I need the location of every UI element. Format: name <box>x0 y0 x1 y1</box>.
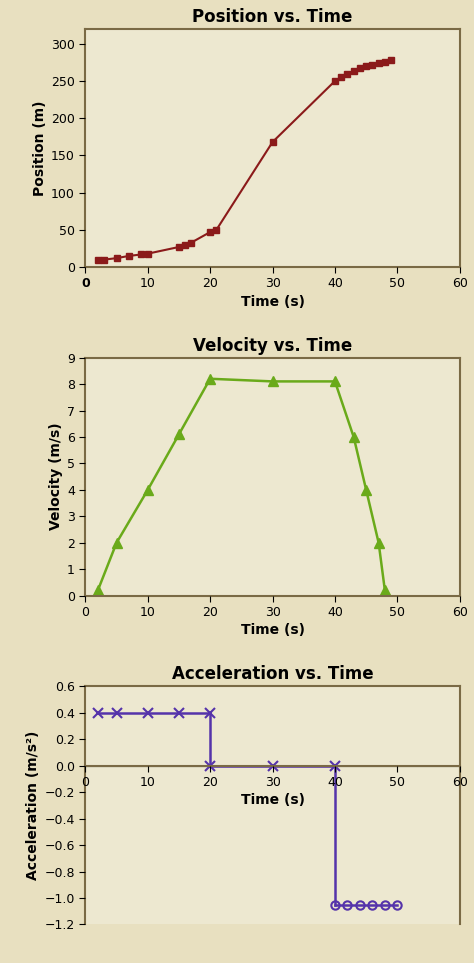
Y-axis label: Position (m): Position (m) <box>33 100 47 195</box>
Y-axis label: Velocity (m/s): Velocity (m/s) <box>49 423 63 531</box>
X-axis label: Time (s): Time (s) <box>240 623 305 638</box>
Title: Position vs. Time: Position vs. Time <box>192 8 353 26</box>
X-axis label: Time (s): Time (s) <box>240 794 305 807</box>
Y-axis label: Acceleration (m/s²): Acceleration (m/s²) <box>26 731 40 880</box>
Title: Velocity vs. Time: Velocity vs. Time <box>193 337 352 354</box>
Title: Acceleration vs. Time: Acceleration vs. Time <box>172 665 374 684</box>
X-axis label: Time (s): Time (s) <box>240 295 305 309</box>
